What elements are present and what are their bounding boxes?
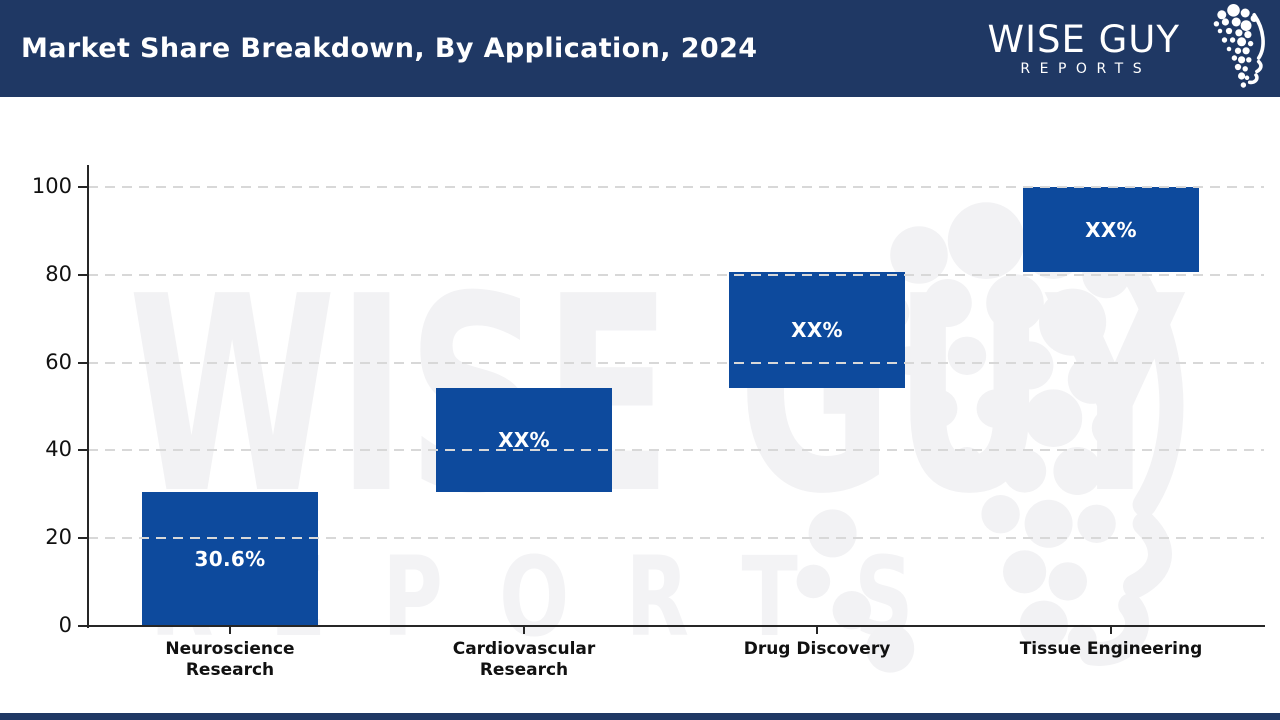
bar-value-label: XX% — [1085, 217, 1137, 242]
logo-text-wiseguy: WISE GUY — [987, 18, 1180, 61]
x-axis-tick — [816, 627, 818, 634]
gridline-20 — [88, 537, 1264, 540]
bar-value-label: 30.6% — [194, 546, 266, 571]
bar-4: XX% — [1023, 187, 1199, 273]
footer-bar — [0, 713, 1280, 720]
y-axis-tick-label: 0 — [58, 613, 72, 637]
category-label: Cardiovascular Research — [452, 639, 596, 681]
y-axis-tick — [78, 449, 87, 452]
y-axis-tick-label: 80 — [45, 261, 72, 286]
logo-wordmark: WISE GUY REPORTS — [988, 21, 1180, 77]
y-axis-tick-label: 20 — [45, 525, 72, 550]
x-axis-tick — [523, 627, 525, 634]
y-axis-tick — [78, 186, 87, 188]
chart-title: Market Share Breakdown, By Application, … — [21, 33, 758, 64]
y-axis-tick-label: 60 — [45, 349, 72, 374]
chart-canvas: WISE GUY REPORTS 0 20 40 60 80 100 30.6% XX% XX%… — [0, 97, 1280, 713]
category-label: Neuroscience Research — [165, 639, 295, 681]
gridline-80 — [88, 273, 1264, 276]
bar-1: 30.6% — [142, 491, 318, 626]
bar-value-label: XX% — [498, 427, 550, 452]
x-axis-tick — [1110, 627, 1112, 634]
wiseguy-logo: WISE GUY REPORTS — [988, 4, 1266, 94]
logo-text-reports: REPORTS — [1020, 61, 1152, 77]
gridline-60 — [88, 361, 1264, 364]
y-axis-tick-label: 40 — [45, 437, 72, 462]
bar-3: XX% — [729, 272, 905, 389]
y-axis-tick — [78, 361, 87, 364]
gridline-100 — [88, 186, 1264, 188]
logo-head-dots-icon — [1213, 4, 1265, 88]
y-axis-tick — [78, 625, 87, 627]
y-axis-tick — [78, 537, 87, 540]
plot-area: 0 20 40 60 80 100 30.6% XX% XX% XX% Neuroscience R… — [32, 97, 1265, 680]
logo-face-profile — [1247, 13, 1265, 85]
header-bar: Market Share Breakdown, By Application, … — [0, 0, 1280, 97]
bar-2: XX% — [436, 388, 612, 492]
y-axis-tick — [78, 273, 87, 276]
x-axis-line — [87, 625, 1265, 627]
y-axis-tick-label: 100 — [31, 174, 72, 198]
category-label: Tissue Engineering — [1019, 639, 1203, 659]
x-axis-tick — [229, 627, 231, 634]
y-axis-line — [87, 165, 89, 628]
gridline-40 — [88, 449, 1264, 452]
category-label: Drug Discovery — [743, 639, 891, 659]
bar-value-label: XX% — [791, 318, 843, 343]
